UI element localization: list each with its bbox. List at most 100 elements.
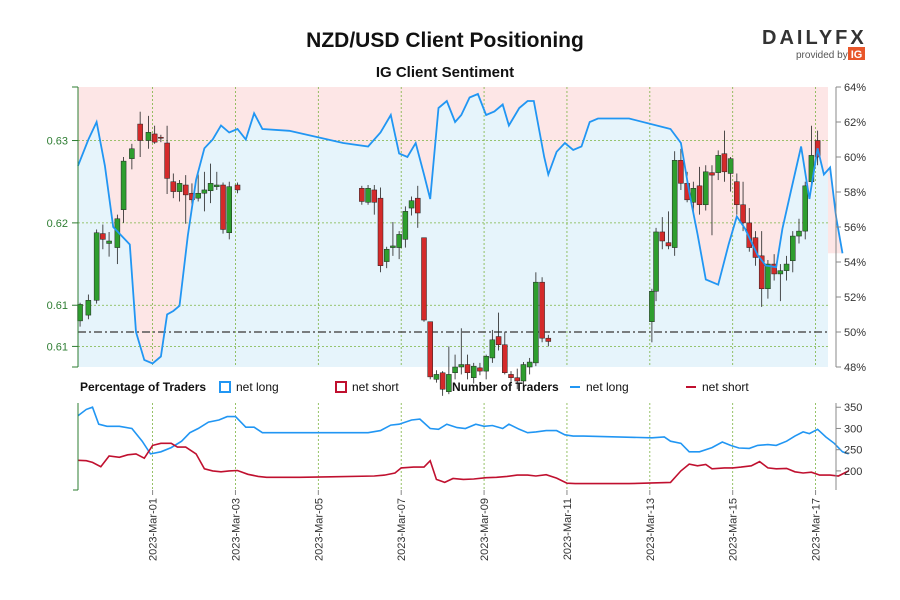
price-tick-label: 0.61 bbox=[47, 341, 68, 353]
brand-logo: DAILYFX provided by IG bbox=[762, 27, 865, 61]
candle bbox=[508, 371, 514, 384]
candle-body-down bbox=[665, 242, 672, 247]
candle-body-up bbox=[106, 240, 112, 244]
percent-tick-label: 60% bbox=[844, 152, 866, 164]
candle bbox=[727, 157, 734, 192]
candle-body-up bbox=[390, 245, 396, 248]
candle bbox=[721, 130, 728, 182]
price-tick-label: 0.63 bbox=[47, 136, 68, 148]
percent-tick-label: 50% bbox=[844, 327, 866, 339]
candle bbox=[758, 231, 765, 307]
legend-pct-long-label: net long bbox=[236, 380, 279, 394]
candle bbox=[477, 362, 483, 376]
candle-body-up bbox=[195, 192, 201, 199]
candle-body-down bbox=[421, 237, 427, 321]
candle bbox=[796, 218, 802, 244]
candle-body-up bbox=[452, 366, 458, 374]
candle-body-down bbox=[170, 181, 177, 192]
candle bbox=[715, 150, 721, 181]
candle-body-down bbox=[721, 153, 728, 173]
candle bbox=[502, 331, 508, 375]
candle-body-up bbox=[671, 160, 678, 248]
legend-pct-long-swatch bbox=[219, 381, 231, 393]
candle-body-down bbox=[678, 160, 684, 184]
candle bbox=[734, 173, 740, 215]
candle bbox=[182, 175, 189, 224]
candle-body-down bbox=[439, 372, 446, 390]
candle-body-up bbox=[802, 185, 808, 232]
candle-body-up bbox=[649, 290, 655, 322]
candle-body-up bbox=[458, 364, 465, 368]
legend-num-short-label: net short bbox=[702, 380, 749, 394]
candle bbox=[446, 346, 452, 395]
candle-body-down bbox=[539, 281, 545, 339]
date-tick-label: 2023-Mar-07 bbox=[396, 498, 408, 561]
candle bbox=[790, 231, 796, 273]
candle-body-up bbox=[120, 160, 127, 210]
candle-body-up bbox=[433, 374, 440, 380]
candle bbox=[439, 371, 446, 396]
candle bbox=[396, 231, 402, 260]
candle bbox=[696, 166, 703, 215]
candle-body-down bbox=[740, 204, 746, 224]
candle-body-up bbox=[214, 184, 220, 187]
candle-body-up bbox=[402, 211, 409, 240]
candle bbox=[514, 368, 520, 390]
legend-num-long-label: net long bbox=[586, 380, 629, 394]
net-short-region bbox=[78, 87, 843, 364]
candle-body-up bbox=[727, 158, 734, 174]
candle bbox=[533, 272, 539, 367]
candle bbox=[545, 334, 552, 347]
candle-body-down bbox=[514, 377, 520, 382]
candle bbox=[195, 173, 201, 202]
net-long-count-line bbox=[77, 406, 849, 455]
candle bbox=[145, 115, 152, 149]
trader-count-panel: 200 250 300 350 bbox=[73, 402, 862, 491]
candle-body-up bbox=[796, 230, 802, 237]
candle-body-up bbox=[765, 263, 771, 290]
candle-body-up bbox=[365, 188, 371, 203]
legend-pct-short-label: net short bbox=[352, 380, 399, 394]
candle-body-up bbox=[790, 235, 796, 262]
candle bbox=[452, 354, 458, 380]
candle-body-up bbox=[446, 374, 452, 392]
candle bbox=[226, 181, 232, 240]
candle-body-up bbox=[715, 155, 721, 173]
chart-subtitle: IG Client Sentiment bbox=[376, 64, 514, 81]
candle bbox=[85, 294, 92, 320]
percent-tick-label: 52% bbox=[844, 292, 866, 304]
candle bbox=[151, 125, 158, 144]
candle bbox=[709, 165, 715, 236]
candle-body-up bbox=[207, 183, 214, 192]
candle-body-down bbox=[734, 181, 740, 206]
percent-tick-label: 58% bbox=[844, 187, 866, 199]
price-tick-label: 0.61 bbox=[47, 300, 68, 312]
candle bbox=[483, 354, 489, 380]
candle bbox=[427, 321, 433, 380]
candle bbox=[214, 171, 220, 190]
candle bbox=[421, 237, 427, 322]
candle bbox=[137, 111, 143, 157]
candle-body-up bbox=[396, 234, 402, 248]
candle-body-up bbox=[408, 200, 415, 209]
count-tick-label: 200 bbox=[844, 466, 862, 478]
percent-tick-label: 64% bbox=[844, 82, 866, 94]
candle-body-down bbox=[377, 197, 384, 266]
candle bbox=[93, 229, 100, 304]
candle bbox=[129, 143, 135, 170]
candle bbox=[383, 246, 390, 269]
percent-tick-label: 62% bbox=[844, 117, 866, 129]
candle bbox=[678, 148, 684, 190]
candle-body-up bbox=[533, 281, 539, 364]
candle bbox=[234, 182, 241, 194]
candle-body-up bbox=[526, 361, 533, 368]
candle-body-down bbox=[495, 336, 502, 346]
candle bbox=[703, 165, 709, 211]
percent-tick-label: 56% bbox=[844, 222, 866, 234]
candle-body-up bbox=[129, 148, 135, 159]
date-tick-label: 2023-Mar-09 bbox=[479, 498, 491, 561]
candle-body-down bbox=[100, 233, 106, 240]
candle-body-down bbox=[158, 136, 164, 139]
candle bbox=[495, 312, 502, 351]
